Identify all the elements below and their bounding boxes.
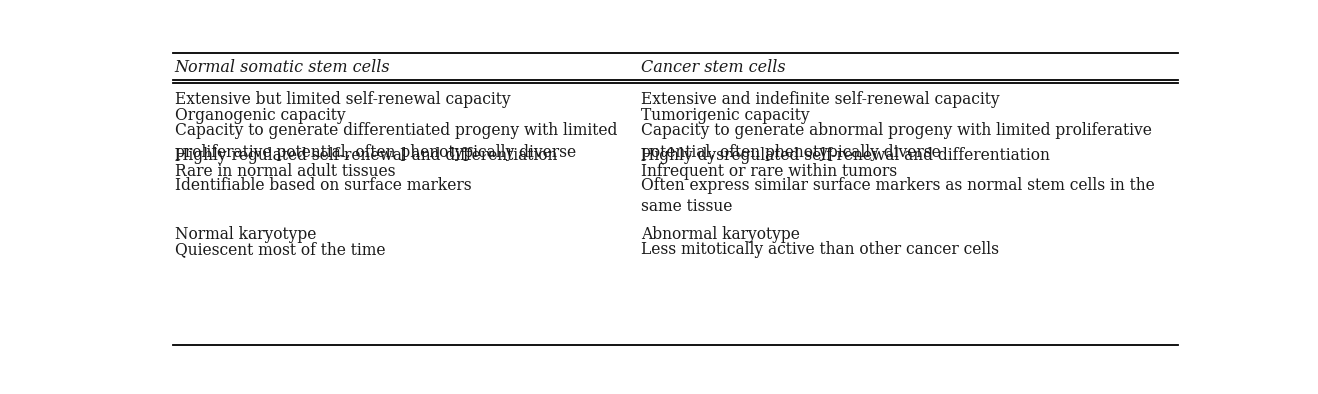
Text: Identifiable based on surface markers: Identifiable based on surface markers [175, 177, 472, 193]
Text: Tumorigenic capacity: Tumorigenic capacity [642, 107, 811, 125]
Text: Abnormal karyotype: Abnormal karyotype [642, 226, 800, 243]
Text: Extensive and indefinite self-renewal capacity: Extensive and indefinite self-renewal ca… [642, 91, 1000, 108]
Text: Rare in normal adult tissues: Rare in normal adult tissues [175, 163, 395, 180]
Text: Capacity to generate differentiated progeny with limited
proliferative potential: Capacity to generate differentiated prog… [175, 122, 617, 160]
Text: Less mitotically active than other cancer cells: Less mitotically active than other cance… [642, 241, 999, 258]
Text: Cancer stem cells: Cancer stem cells [642, 59, 786, 76]
Text: Infrequent or rare within tumors: Infrequent or rare within tumors [642, 163, 898, 180]
Text: Normal somatic stem cells: Normal somatic stem cells [175, 59, 390, 76]
Text: Highly regulated self-renewal and differentiation: Highly regulated self-renewal and differ… [175, 147, 558, 164]
Text: Normal karyotype: Normal karyotype [175, 226, 316, 243]
Text: Organogenic capacity: Organogenic capacity [175, 107, 345, 125]
Text: Extensive but limited self-renewal capacity: Extensive but limited self-renewal capac… [175, 91, 510, 108]
Text: Quiescent most of the time: Quiescent most of the time [175, 241, 385, 258]
Text: Often express similar surface markers as normal stem cells in the
same tissue: Often express similar surface markers as… [642, 177, 1155, 215]
Text: Capacity to generate abnormal progeny with limited proliferative
potential, ofte: Capacity to generate abnormal progeny wi… [642, 122, 1152, 160]
Text: Highly dysregulated self-renewal and differentiation: Highly dysregulated self-renewal and dif… [642, 147, 1050, 164]
